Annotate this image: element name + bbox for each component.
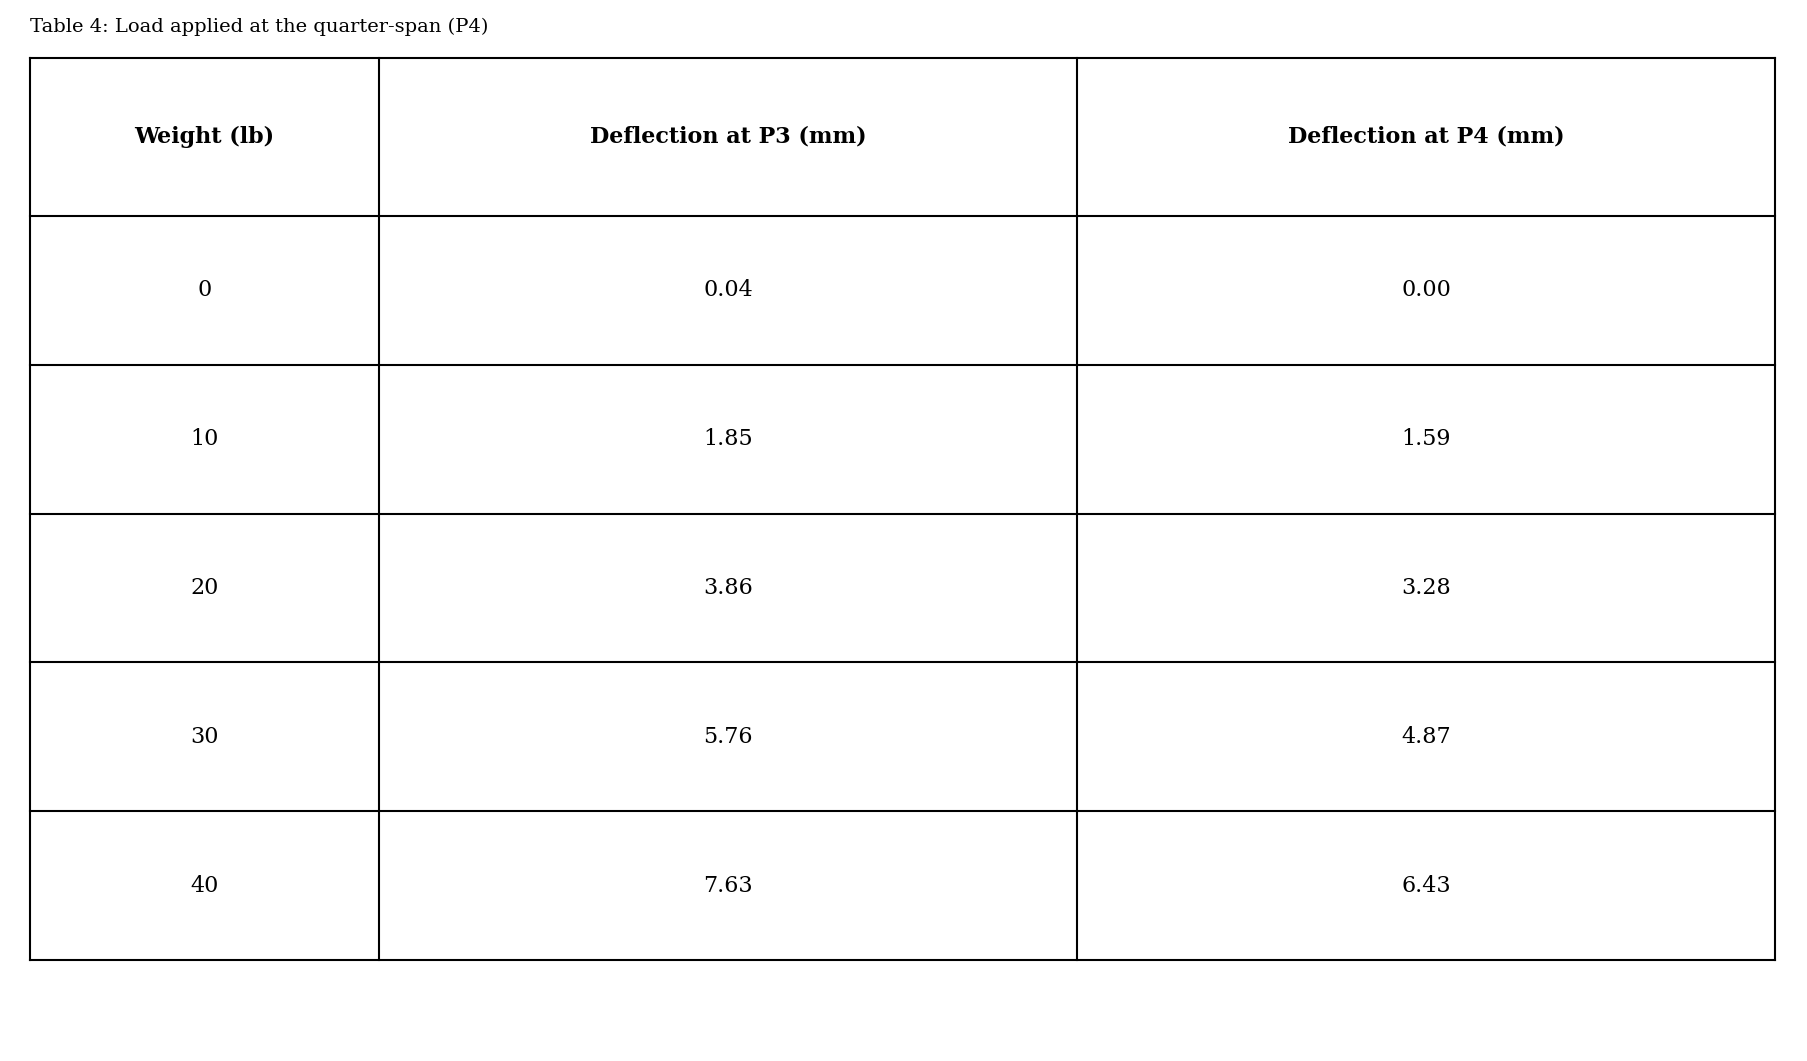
Text: 20: 20 [190, 577, 219, 598]
Text: 40: 40 [190, 874, 219, 897]
Text: 3.86: 3.86 [703, 577, 752, 598]
Text: 6.43: 6.43 [1400, 874, 1449, 897]
Text: 30: 30 [190, 726, 219, 748]
Text: Weight (lb): Weight (lb) [134, 126, 275, 147]
Text: 1.85: 1.85 [703, 428, 752, 450]
Text: 1.59: 1.59 [1400, 428, 1449, 450]
Text: 7.63: 7.63 [703, 874, 752, 897]
Text: Table 4: Load applied at the quarter-span (P4): Table 4: Load applied at the quarter-spa… [31, 18, 488, 36]
Text: 0.04: 0.04 [703, 279, 752, 301]
Text: 3.28: 3.28 [1400, 577, 1449, 598]
Text: 5.76: 5.76 [703, 726, 752, 748]
Text: 0: 0 [197, 279, 211, 301]
Text: 0.00: 0.00 [1400, 279, 1451, 301]
Text: 10: 10 [190, 428, 219, 450]
Text: Deflection at P3 (mm): Deflection at P3 (mm) [589, 126, 866, 147]
Text: Deflection at P4 (mm): Deflection at P4 (mm) [1287, 126, 1563, 147]
Text: 4.87: 4.87 [1400, 726, 1449, 748]
